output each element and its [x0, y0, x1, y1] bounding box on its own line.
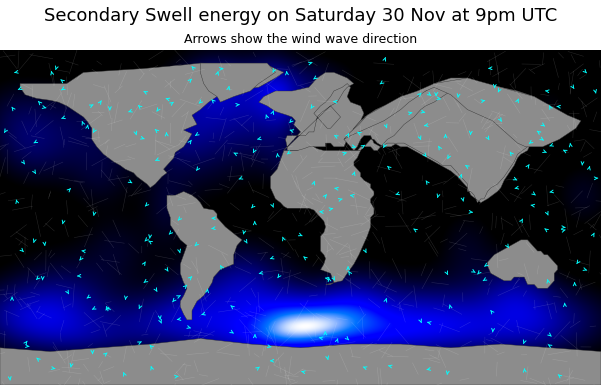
Polygon shape — [200, 63, 275, 102]
Polygon shape — [344, 78, 548, 203]
Text: Arrows show the wind wave direction: Arrows show the wind wave direction — [184, 33, 417, 45]
Polygon shape — [344, 78, 581, 147]
Polygon shape — [259, 72, 364, 151]
Polygon shape — [270, 147, 374, 285]
Polygon shape — [167, 191, 242, 320]
Polygon shape — [0, 338, 601, 385]
Polygon shape — [487, 240, 558, 288]
Text: Secondary Swell energy on Saturday 30 Nov at 9pm UTC: Secondary Swell energy on Saturday 30 No… — [44, 7, 557, 25]
Polygon shape — [20, 63, 284, 188]
